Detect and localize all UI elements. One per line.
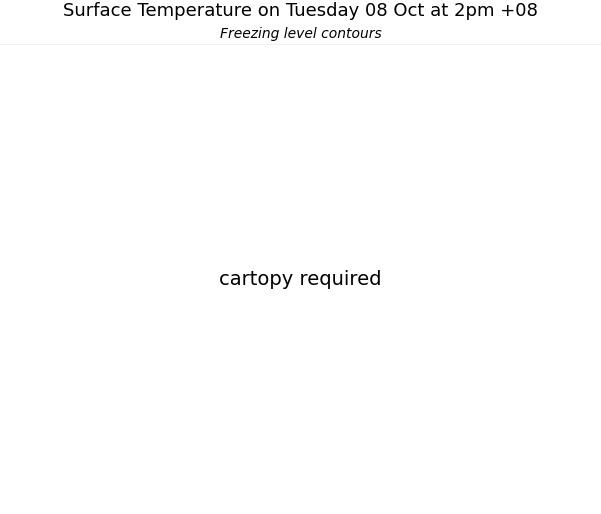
Text: Surface Temperature on Tuesday 08 Oct at 2pm +08: Surface Temperature on Tuesday 08 Oct at…	[63, 2, 538, 21]
Text: cartopy required: cartopy required	[219, 270, 382, 289]
Text: Freezing level contours: Freezing level contours	[219, 27, 382, 41]
